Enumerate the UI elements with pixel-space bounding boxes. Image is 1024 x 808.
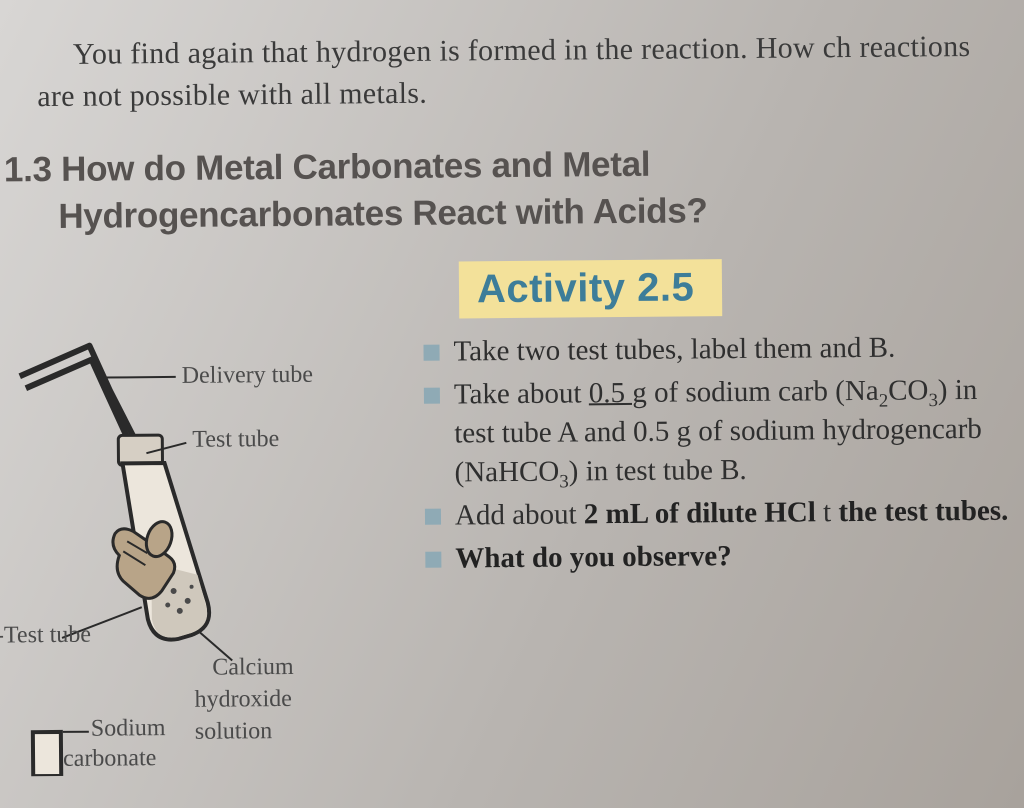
- bullet-icon: [423, 344, 439, 360]
- list-item: What do you observe?: [425, 535, 1009, 579]
- bullet-icon: [425, 552, 441, 568]
- bullet-icon: [425, 509, 441, 525]
- list-item: Take two test tubes, label them and B.: [423, 327, 1007, 371]
- label-sodium: Sodium: [91, 715, 166, 743]
- list-item: Take about 0.5 g of sodium carb (Na2CO3)…: [424, 370, 1009, 493]
- intro-paragraph: You find again that hydrogen is formed i…: [0, 26, 1011, 119]
- bullet-text-2: Add about 2 mL of dilute HCl t the test …: [455, 492, 1009, 536]
- label-calcium: Calcium: [212, 653, 294, 681]
- activity-text: Take two test tubes, label them and B. T…: [423, 327, 1015, 583]
- bullet-text-1: Take about 0.5 g of sodium carb (Na2CO3)…: [454, 370, 1009, 492]
- label-hydroxide: hydroxide: [194, 685, 292, 713]
- bullet-icon: [424, 387, 440, 403]
- label-delivery-tube: Delivery tube: [182, 361, 314, 389]
- section-title-2: Hydrogencarbonates React with Acids?: [4, 188, 708, 241]
- diagram: Delivery tube Test tube -Test tube Calci…: [0, 332, 403, 755]
- section-number: 1.3: [4, 150, 52, 189]
- label-test-tube-2: -Test tube: [0, 621, 91, 649]
- activity-banner: Activity 2.5: [459, 259, 723, 318]
- section-title-1: How do Metal Carbonates and Metal: [61, 145, 650, 189]
- bullet-text-0: Take two test tubes, label them and B.: [453, 328, 895, 371]
- label-test-tube: Test tube: [192, 426, 279, 454]
- section-heading: 1.3 How do Metal Carbonates and Metal Hy…: [0, 138, 1013, 241]
- page-root: You find again that hydrogen is formed i…: [0, 0, 1024, 808]
- label-solution: solution: [195, 718, 273, 746]
- label-carbonate: carbonate: [63, 745, 157, 773]
- list-item: Add about 2 mL of dilute HCl t the test …: [425, 492, 1009, 536]
- content-row: Delivery tube Test tube -Test tube Calci…: [0, 327, 1017, 756]
- bullet-text-3: What do you observe?: [455, 537, 732, 579]
